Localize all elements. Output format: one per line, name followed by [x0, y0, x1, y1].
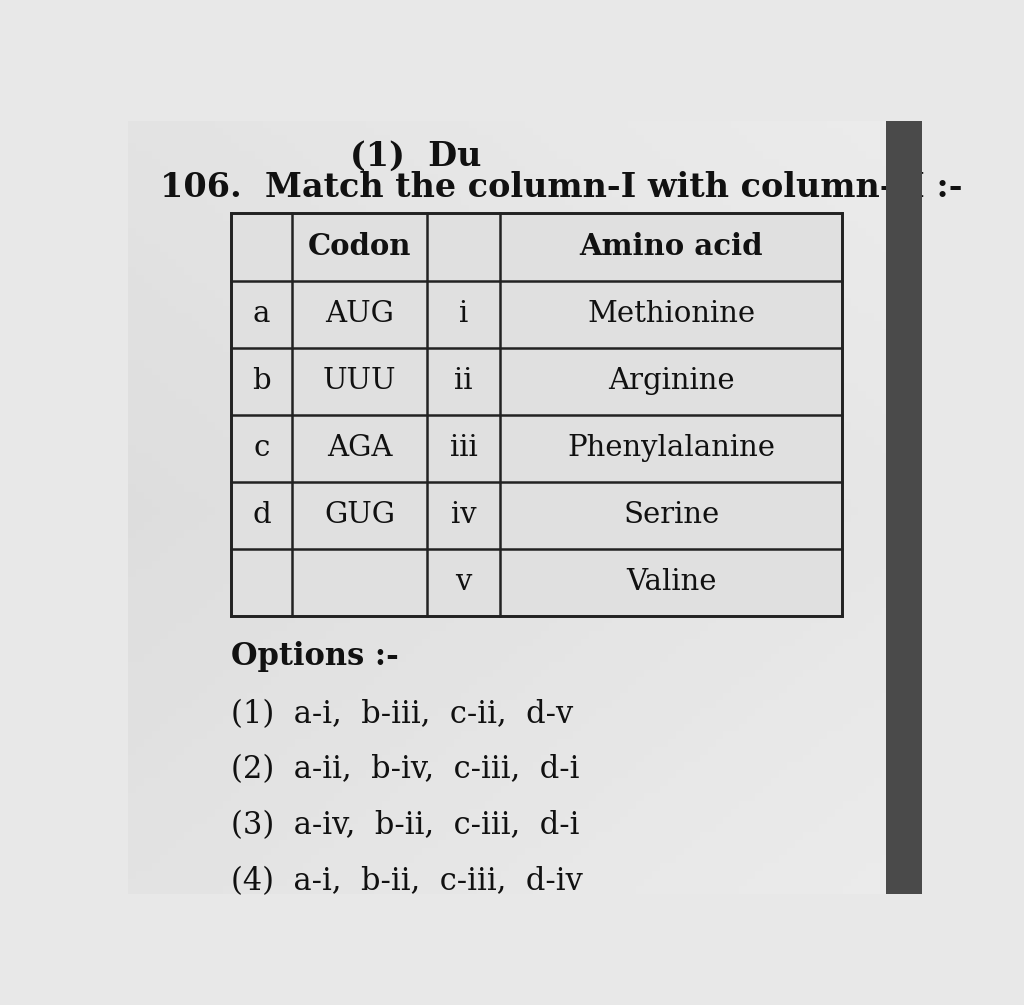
- Text: (3)  a-iv,  b-ii,  c-iii,  d-i: (3) a-iv, b-ii, c-iii, d-i: [231, 810, 580, 841]
- Text: (1)  Du: (1) Du: [350, 140, 481, 173]
- Text: Codon: Codon: [308, 232, 412, 261]
- Text: UUU: UUU: [323, 367, 396, 395]
- Text: GUG: GUG: [324, 501, 395, 530]
- Text: Amino acid: Amino acid: [580, 232, 763, 261]
- Text: b: b: [252, 367, 271, 395]
- Text: i: i: [459, 300, 468, 328]
- Text: Phenylalanine: Phenylalanine: [567, 434, 775, 462]
- Text: (2)  a-ii,  b-iv,  c-iii,  d-i: (2) a-ii, b-iv, c-iii, d-i: [231, 755, 580, 785]
- Text: Valine: Valine: [626, 569, 717, 596]
- Text: ii: ii: [454, 367, 473, 395]
- Text: AGA: AGA: [327, 434, 392, 462]
- Text: v: v: [456, 569, 472, 596]
- Text: c: c: [254, 434, 270, 462]
- Text: iii: iii: [450, 434, 477, 462]
- Text: (1)  a-i,  b-iii,  c-ii,  d-v: (1) a-i, b-iii, c-ii, d-v: [231, 698, 573, 730]
- Text: Methionine: Methionine: [587, 300, 756, 328]
- FancyBboxPatch shape: [231, 213, 842, 616]
- Text: Arginine: Arginine: [608, 367, 734, 395]
- Text: d: d: [252, 501, 271, 530]
- Text: 106.  Match the column-I with column-II :-: 106. Match the column-I with column-II :…: [160, 171, 963, 204]
- Text: Serine: Serine: [623, 501, 719, 530]
- Text: a: a: [253, 300, 270, 328]
- Text: iv: iv: [451, 501, 476, 530]
- Text: Options :-: Options :-: [231, 640, 399, 671]
- Bar: [886, 121, 922, 894]
- Text: (4)  a-i,  b-ii,  c-iii,  d-iv: (4) a-i, b-ii, c-iii, d-iv: [231, 866, 583, 896]
- Text: AUG: AUG: [325, 300, 394, 328]
